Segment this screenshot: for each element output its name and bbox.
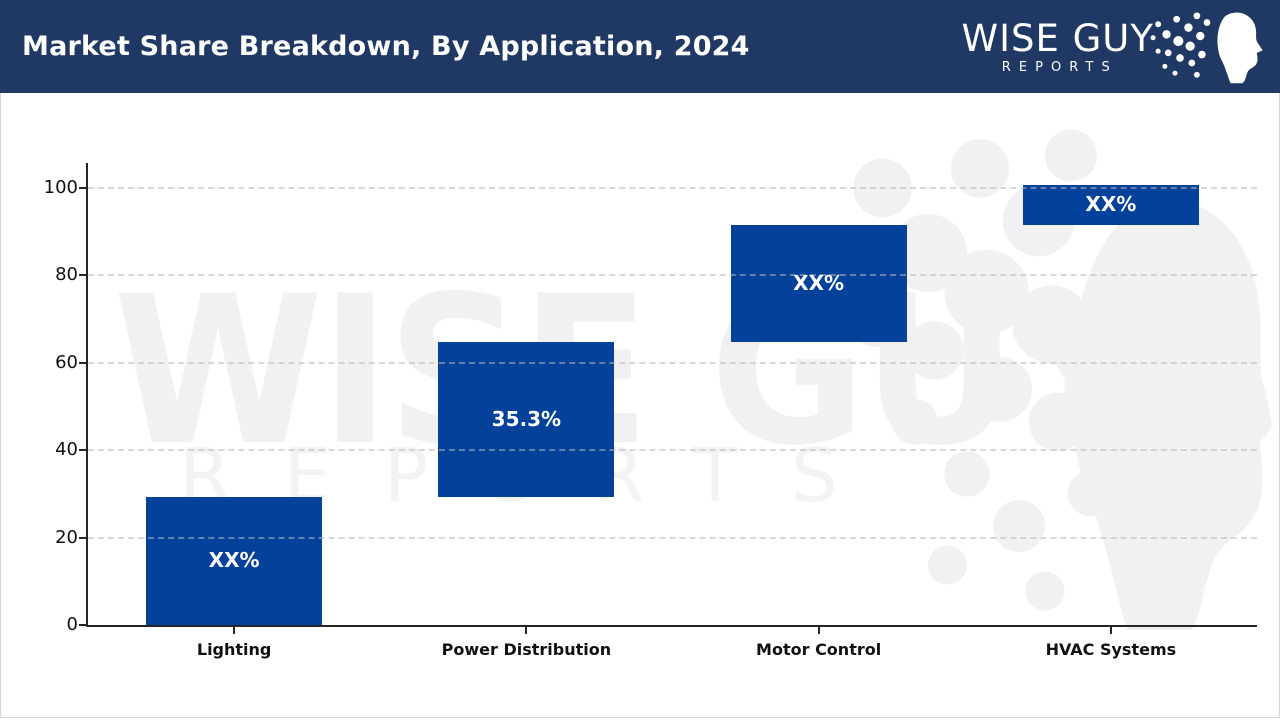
chart-title: Market Share Breakdown, By Application, … xyxy=(22,31,750,62)
header: Market Share Breakdown, By Application, … xyxy=(0,0,1280,93)
watermark-reports: REPORTS xyxy=(179,433,892,519)
logo-head-icon xyxy=(1150,11,1263,83)
logo-wordmark-text: WISE GUY xyxy=(961,16,1154,60)
logo-wordmark: WISE GUY REPORTS xyxy=(962,20,1154,74)
watermark-head-icon xyxy=(827,129,1273,630)
logo-reports-text: REPORTS xyxy=(1001,59,1118,75)
wiseguy-logo: WISE GUY REPORTS xyxy=(962,5,1266,89)
